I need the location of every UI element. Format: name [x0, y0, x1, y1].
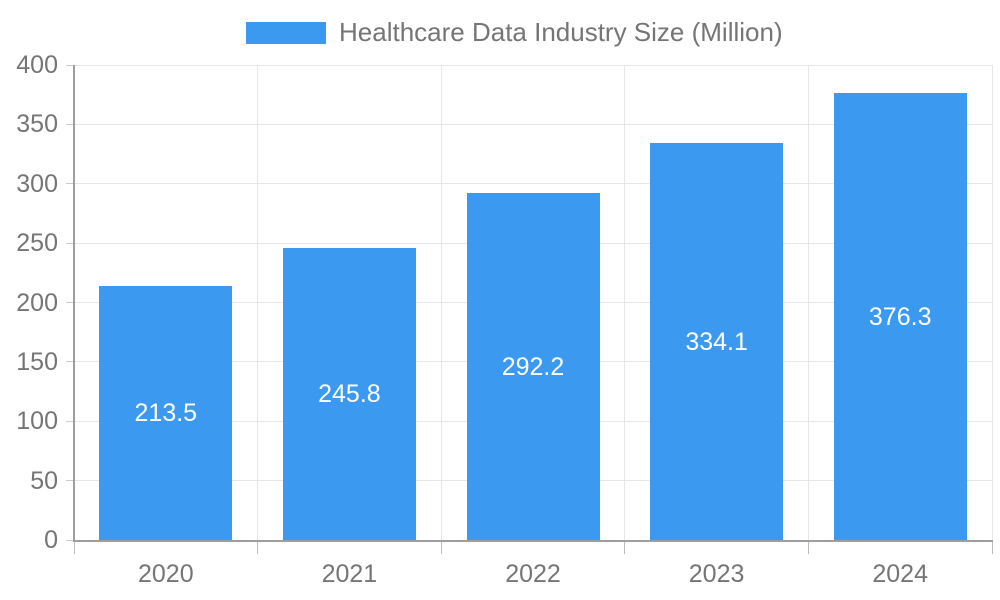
- y-tick-350: [66, 123, 74, 125]
- gridline-v-4: [807, 65, 809, 540]
- y-tick-150: [66, 361, 74, 363]
- bar-2022[interactable]: [466, 193, 600, 540]
- legend-swatch: [246, 21, 326, 44]
- y-tick-250: [66, 242, 74, 244]
- x-tick-0: [73, 540, 75, 554]
- legend-label: Healthcare Data Industry Size (Million): [339, 17, 783, 47]
- y-tick-0: [66, 539, 74, 541]
- y-axis-label-150: 150: [16, 347, 58, 376]
- bar-2020[interactable]: [99, 286, 233, 540]
- x-tick-2: [440, 540, 442, 554]
- gridline-h-300: [74, 183, 992, 185]
- y-axis-label-350: 350: [16, 110, 58, 139]
- x-tick-4: [807, 540, 809, 554]
- bar-value-2021: 245.8: [318, 380, 381, 409]
- y-axis-line: [73, 65, 75, 542]
- x-tick-5: [991, 540, 993, 554]
- gridline-h-350: [74, 123, 992, 125]
- y-tick-100: [66, 420, 74, 422]
- y-tick-400: [66, 64, 74, 66]
- y-tick-200: [66, 302, 74, 303]
- y-axis-label-300: 300: [16, 169, 58, 198]
- bar-2023[interactable]: [650, 143, 784, 540]
- y-axis-label-100: 100: [16, 407, 58, 436]
- y-axis-label-250: 250: [16, 229, 58, 258]
- bar-value-2024: 376.3: [868, 302, 932, 331]
- y-axis-label-400: 400: [16, 51, 58, 79]
- bar-value-2020: 213.5: [134, 399, 198, 428]
- gridline-h-400: [74, 64, 992, 66]
- x-axis-label-2020: 2020: [137, 560, 194, 588]
- x-tick-3: [624, 540, 626, 554]
- bar-2021[interactable]: [282, 248, 416, 540]
- legend[interactable]: Healthcare Data Industry Size (Million): [246, 17, 783, 48]
- x-axis-line: [73, 540, 993, 542]
- bar-value-2022: 292.2: [501, 352, 565, 381]
- x-tick-1: [257, 540, 259, 554]
- gridline-v-2: [440, 65, 442, 540]
- y-tick-50: [66, 480, 74, 482]
- x-axis-label-2024: 2024: [872, 560, 928, 588]
- bar-2024[interactable]: [833, 93, 967, 540]
- x-axis-label-2023: 2023: [688, 560, 745, 588]
- gridline-v-1: [257, 65, 259, 540]
- y-axis-label-0: 0: [44, 526, 58, 554]
- y-tick-300: [66, 183, 74, 185]
- gridline-v-3: [624, 65, 626, 540]
- y-axis-label-50: 50: [30, 466, 58, 495]
- gridline-v-5: [991, 65, 993, 540]
- x-axis-label-2021: 2021: [321, 560, 378, 588]
- x-axis-label-2022: 2022: [505, 560, 561, 588]
- bar-value-2023: 334.1: [685, 327, 748, 356]
- y-axis-label-200: 200: [16, 288, 58, 317]
